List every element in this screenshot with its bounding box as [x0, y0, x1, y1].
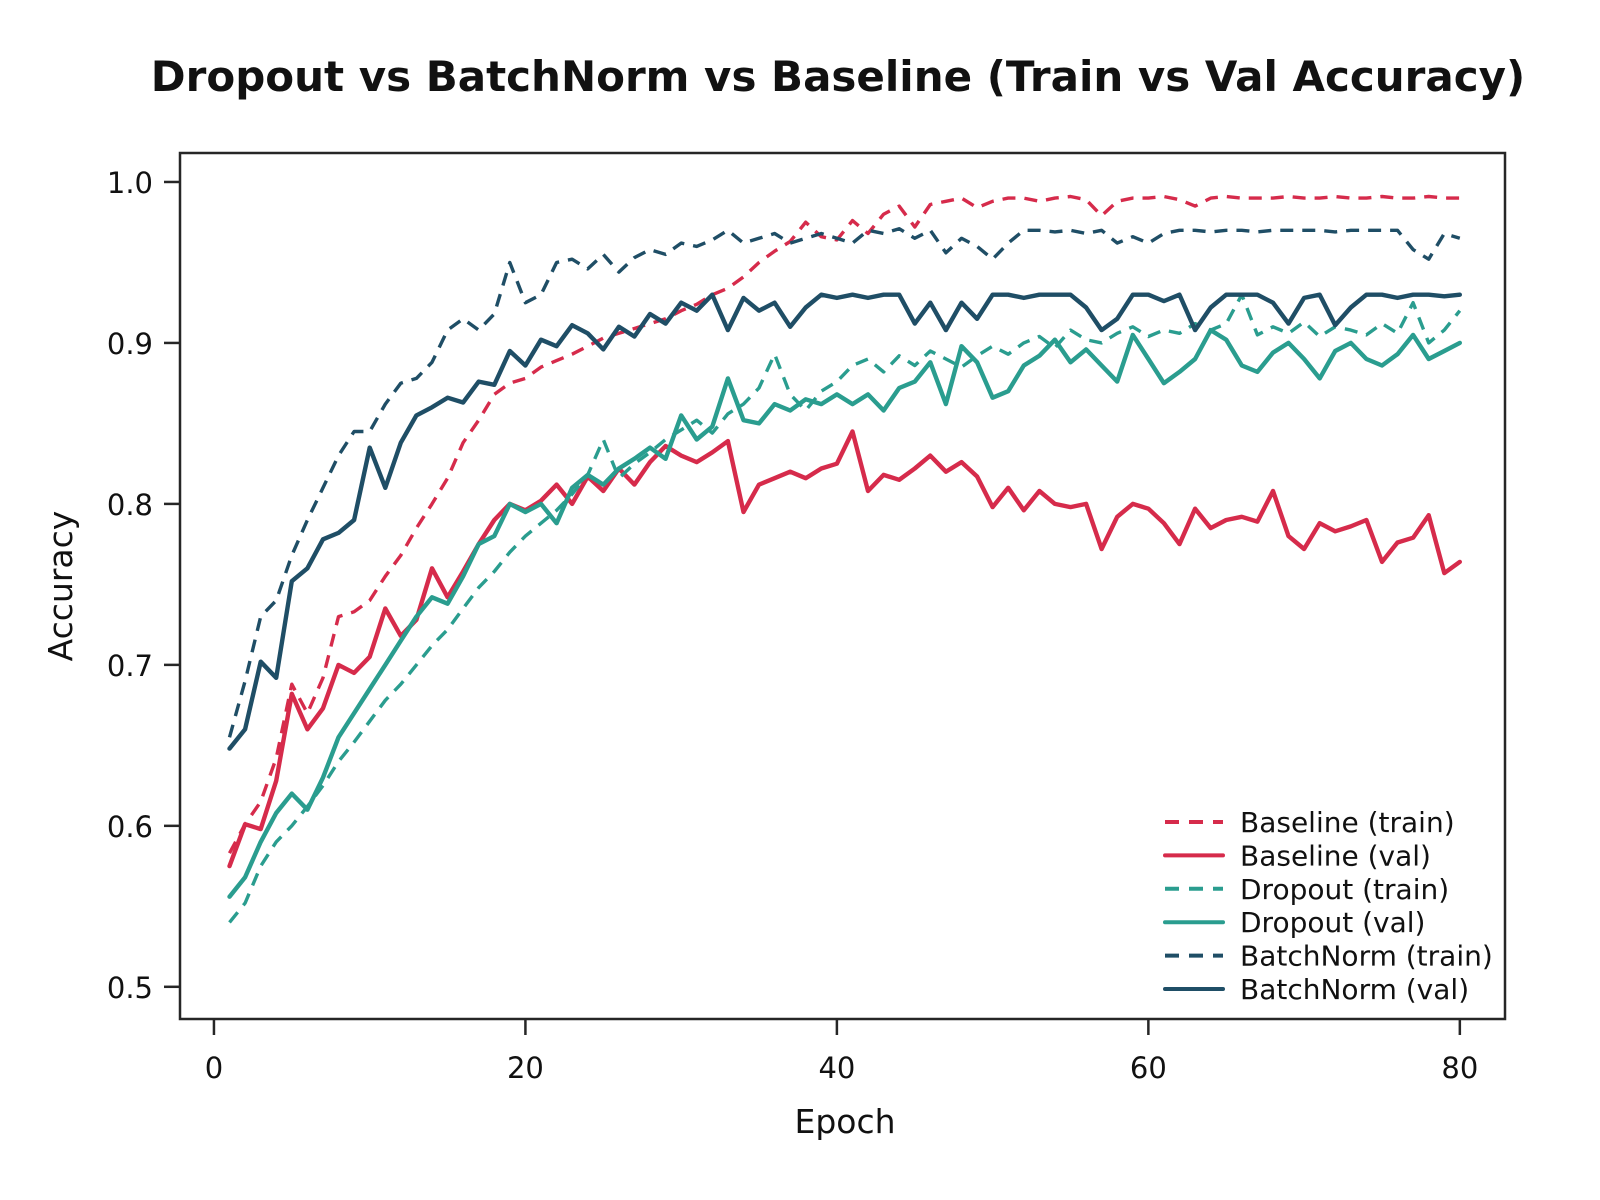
plot-border [178, 151, 1507, 1021]
y-tick-label: 0.6 [107, 810, 153, 844]
baseline-val-legend-label: Baseline (val) [1240, 839, 1431, 872]
baseline-train-line [228, 194, 1460, 855]
x-tick-label: 20 [507, 1051, 544, 1085]
baseline-train-legend-label: Baseline (train) [1240, 806, 1455, 839]
dropout-train-legend-label: Dropout (train) [1240, 873, 1449, 906]
x-tick-label: 40 [818, 1051, 855, 1085]
legend: Baseline (train)Baseline (val)Dropout (t… [1163, 806, 1493, 1006]
dropout-train-line [228, 293, 1462, 924]
y-tick-label: 0.9 [107, 327, 153, 361]
batchnorm-train-line [227, 226, 1461, 738]
batchnorm-train-legend-label: BatchNorm (train) [1240, 940, 1493, 973]
y-tick-label: 0.7 [107, 649, 153, 683]
batchnorm-val-legend-label: BatchNorm (val) [1240, 973, 1469, 1006]
x-tick-label: 80 [1441, 1051, 1478, 1085]
dropout-val-line [227, 327, 1463, 899]
plot-area: 0 20 40 60 80 0.5 0.6 0.7 0.8 0.9 1.0 [107, 151, 1507, 1085]
x-tick-label: 60 [1130, 1051, 1167, 1085]
baseline-val-line [227, 429, 1463, 869]
y-tick-label: 1.0 [107, 166, 153, 200]
y-tick-label: 0.5 [107, 971, 153, 1005]
y-axis-label: Accuracy [41, 511, 80, 662]
x-axis-label: Epoch [794, 1102, 895, 1141]
chart-title: Dropout vs BatchNorm vs Baseline (Train … [151, 52, 1525, 101]
y-tick-label: 0.8 [107, 488, 153, 522]
dropout-val-legend-label: Dropout (val) [1240, 906, 1425, 939]
x-tick-label: 0 [205, 1051, 223, 1085]
batchnorm-val-line [227, 292, 1463, 751]
